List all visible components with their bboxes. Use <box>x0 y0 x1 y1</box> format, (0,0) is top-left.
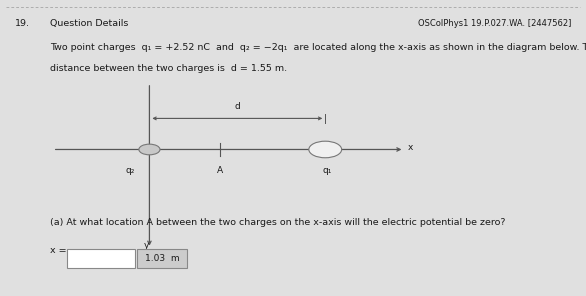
Text: x =: x = <box>50 246 66 255</box>
Circle shape <box>309 141 342 158</box>
Circle shape <box>139 144 160 155</box>
FancyBboxPatch shape <box>67 249 135 268</box>
Text: 1.03  m: 1.03 m <box>145 254 179 263</box>
Text: q₁: q₁ <box>322 166 332 175</box>
Text: distance between the two charges is  d = 1.55 m.: distance between the two charges is d = … <box>50 64 287 73</box>
Text: y: y <box>144 241 149 250</box>
Text: A: A <box>217 166 223 175</box>
Text: 19.: 19. <box>15 19 30 28</box>
Text: Question Details: Question Details <box>50 19 128 28</box>
Text: (a) At what location A between the two charges on the x-axis will the electric p: (a) At what location A between the two c… <box>50 218 505 226</box>
FancyBboxPatch shape <box>137 249 187 268</box>
Text: Two point charges  q₁ = +2.52 nC  and  q₂ = −2q₁  are located along the x-axis a: Two point charges q₁ = +2.52 nC and q₂ =… <box>50 43 586 52</box>
Text: q₂: q₂ <box>125 166 135 175</box>
Text: x: x <box>407 144 413 152</box>
Text: d: d <box>234 102 240 111</box>
Text: OSColPhys1 19.P.027.WA. [2447562]: OSColPhys1 19.P.027.WA. [2447562] <box>418 19 571 28</box>
